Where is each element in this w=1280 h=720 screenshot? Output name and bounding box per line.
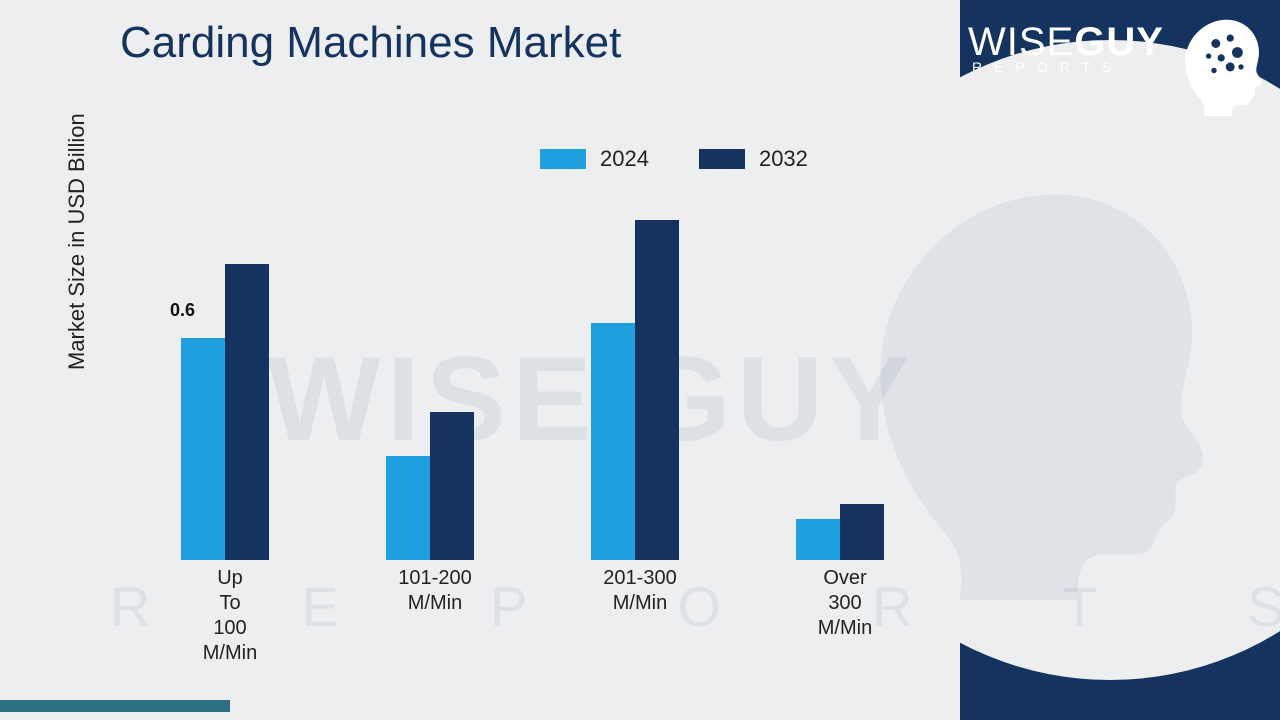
logo-word-1: WISE <box>968 20 1074 64</box>
bar-series-a <box>181 338 225 560</box>
value-label: 0.6 <box>170 300 195 321</box>
logo-word-2: GUY <box>1074 20 1164 64</box>
legend-item-2032: 2032 <box>699 146 808 172</box>
plot-area: 0.6 <box>110 190 930 560</box>
brand-logo: WISEGUY REPORTS <box>968 16 1268 116</box>
legend-label-b: 2032 <box>759 146 808 172</box>
x-axis-label: 201-300 M/Min <box>570 566 710 616</box>
bar-series-b <box>430 412 474 560</box>
y-axis-label: Market Size in USD Billion <box>64 113 90 370</box>
legend-swatch-b <box>699 149 745 169</box>
bar-series-b <box>840 504 884 560</box>
legend-swatch-a <box>540 149 586 169</box>
legend: 2024 2032 <box>540 146 808 172</box>
bar-series-a <box>591 323 635 560</box>
x-axis-label: 101-200 M/Min <box>365 566 505 616</box>
bar-series-b <box>225 264 269 560</box>
logo-text: WISEGUY REPORTS <box>968 20 1164 75</box>
decorative-bottom-bar <box>0 700 230 712</box>
legend-label-a: 2024 <box>600 146 649 172</box>
x-axis-label: Over 300 M/Min <box>775 566 915 641</box>
bar-series-b <box>635 220 679 560</box>
legend-item-2024: 2024 <box>540 146 649 172</box>
bar-series-a <box>386 456 430 560</box>
chart-card: WISE GUY R E P O R T S Carding Machines … <box>0 0 1280 720</box>
chart-title: Carding Machines Market <box>120 18 621 68</box>
bar-series-a <box>796 519 840 560</box>
logo-head-icon <box>1178 16 1268 116</box>
x-axis-label: Up To 100 M/Min <box>160 566 300 666</box>
